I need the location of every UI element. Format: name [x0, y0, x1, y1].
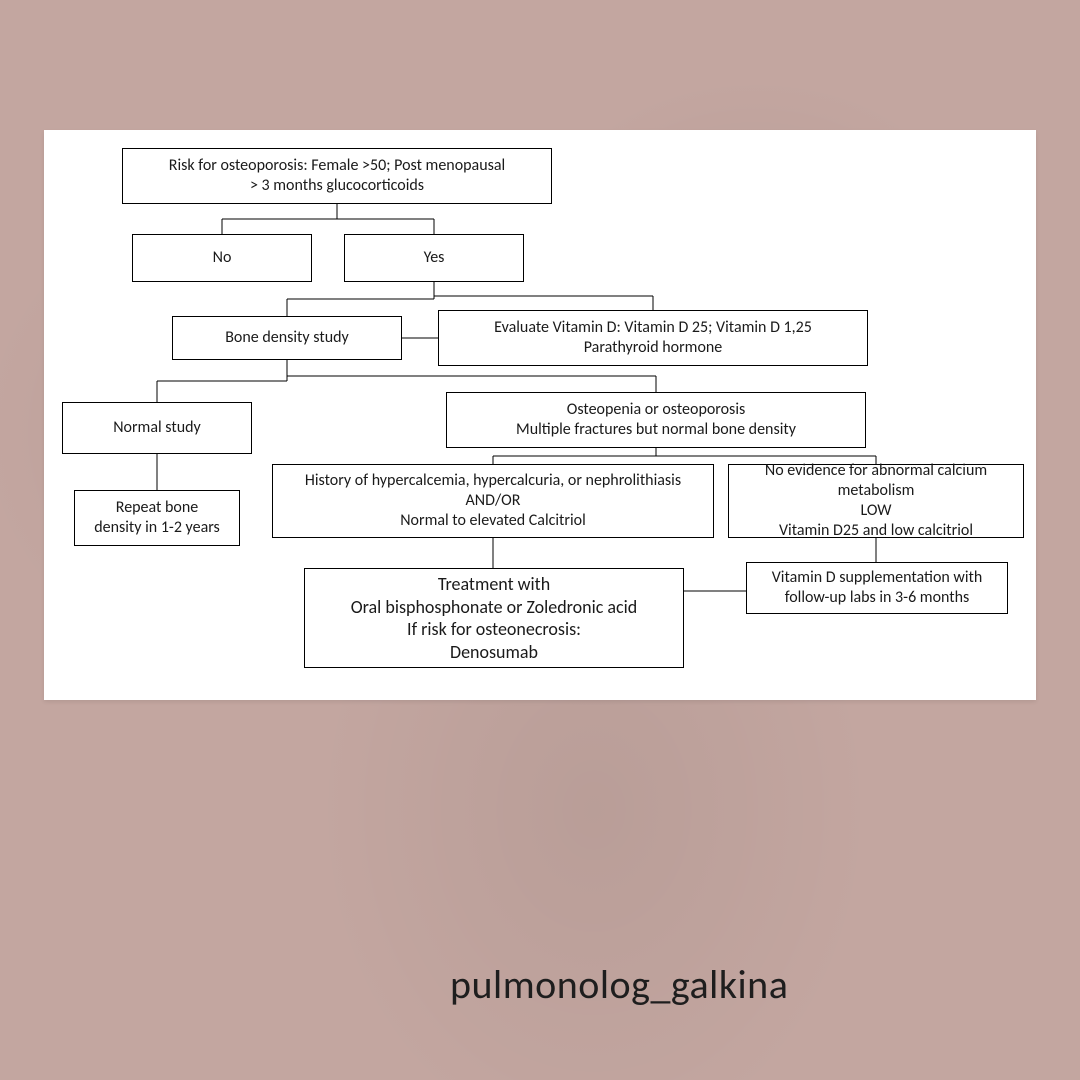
node-text-line: Vitamin D supplementation with: [772, 568, 983, 588]
node-risk: Risk for osteoporosis: Female >50; Post …: [122, 148, 552, 204]
credit-text: pulmonolog_galkina: [450, 960, 788, 1009]
node-text-line: Risk for osteoporosis: Female >50; Post …: [169, 156, 505, 176]
node-text-line: Repeat bone: [116, 498, 198, 518]
node-text-line: Bone density study: [225, 328, 349, 348]
node-normal: Normal study: [62, 402, 252, 454]
node-yes: Yes: [344, 234, 524, 282]
node-text-line: AND/OR: [466, 491, 521, 511]
node-text-line: History of hypercalcemia, hypercalcuria,…: [305, 471, 681, 491]
node-text-line: If risk for osteonecrosis:: [407, 618, 581, 641]
flowchart-card: Risk for osteoporosis: Female >50; Post …: [44, 130, 1036, 700]
node-text-line: Parathyroid hormone: [584, 338, 723, 358]
node-text-line: Evaluate Vitamin D: Vitamin D 25; Vitami…: [494, 318, 812, 338]
node-repeat: Repeat bonedensity in 1-2 years: [74, 490, 240, 546]
node-text-line: Normal to elevated Calcitriol: [400, 511, 586, 531]
node-text-line: Multiple fractures but normal bone densi…: [516, 420, 796, 440]
flowchart-canvas: Risk for osteoporosis: Female >50; Post …: [44, 130, 1036, 700]
node-text-line: Vitamin D25 and low calcitriol: [779, 521, 973, 541]
node-bds: Bone density study: [172, 316, 402, 360]
node-text-line: Treatment with: [438, 573, 550, 596]
node-text-line: density in 1-2 years: [94, 518, 220, 538]
node-text-line: Normal study: [113, 418, 201, 438]
node-hist: History of hypercalcemia, hypercalcuria,…: [272, 464, 714, 538]
node-text-line: > 3 months glucocorticoids: [250, 176, 424, 196]
node-text-line: Denosumab: [450, 641, 538, 664]
node-treat: Treatment withOral bisphosphonate or Zol…: [304, 568, 684, 668]
node-text-line: Yes: [424, 248, 445, 268]
node-text-line: No: [213, 248, 232, 268]
node-no: No: [132, 234, 312, 282]
node-eval: Evaluate Vitamin D: Vitamin D 25; Vitami…: [438, 310, 868, 366]
node-text-line: Osteopenia or osteoporosis: [567, 400, 746, 420]
node-text-line: LOW: [860, 501, 891, 521]
node-text-line: Oral bisphosphonate or Zoledronic acid: [351, 596, 638, 619]
node-supp: Vitamin D supplementation withfollow-up …: [746, 562, 1008, 614]
node-noabn: No evidence for abnormal calcium metabol…: [728, 464, 1024, 538]
node-text-line: No evidence for abnormal calcium metabol…: [735, 461, 1017, 501]
node-osteo: Osteopenia or osteoporosisMultiple fract…: [446, 392, 866, 448]
node-text-line: follow-up labs in 3-6 months: [785, 588, 970, 608]
